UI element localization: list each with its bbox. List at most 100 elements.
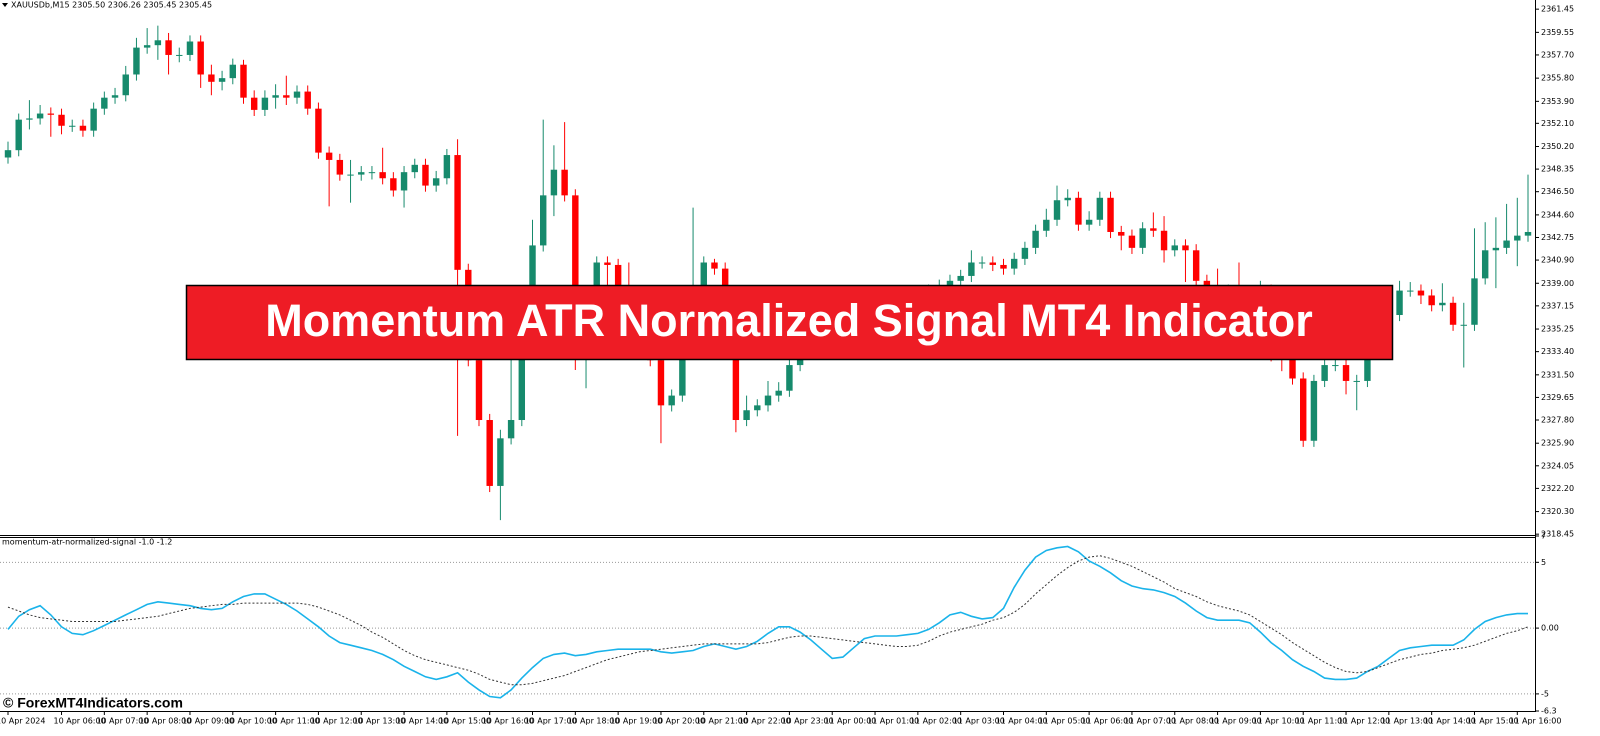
- candle-body: [26, 118, 33, 120]
- candle-body: [1396, 290, 1403, 316]
- candle-body: [1160, 230, 1168, 251]
- x-tick-label: 11 Apr 08:00: [1167, 717, 1219, 726]
- y-tick-label: 2318.45: [1541, 530, 1574, 539]
- x-tick-label: 11 Apr 06:00: [1081, 717, 1133, 726]
- candle-body: [1353, 380, 1360, 382]
- x-tick-label: 11 Apr 05:00: [1038, 717, 1090, 726]
- candle-body: [1364, 345, 1371, 381]
- x-tick-label: 10 Apr 14:00: [396, 717, 448, 726]
- candle-body: [400, 172, 408, 191]
- candle-body: [1085, 219, 1093, 225]
- candle-body: [540, 195, 547, 246]
- x-tick-label: 10 Apr 19:00: [610, 717, 662, 726]
- y-tick-label: 2339.00: [1541, 279, 1574, 288]
- candle-body: [143, 45, 151, 48]
- candle-body: [347, 174, 354, 176]
- candle-body: [978, 262, 986, 264]
- x-tick-label: 10 Apr 16:00: [482, 717, 534, 726]
- candle-body: [1492, 247, 1500, 251]
- candle-body: [1096, 197, 1104, 220]
- candle-body: [1182, 245, 1189, 251]
- candle-body: [1128, 235, 1136, 248]
- candle-body: [1460, 324, 1467, 326]
- candle-body: [1118, 231, 1125, 236]
- candle-body: [368, 172, 376, 174]
- candle-body: [1471, 278, 1478, 325]
- candle-body: [186, 41, 194, 55]
- candle-body: [754, 405, 761, 411]
- y-tick-label: 2329.65: [1541, 393, 1574, 402]
- candle-body: [968, 262, 975, 276]
- candle-body: [1428, 295, 1435, 306]
- candle-body: [1449, 302, 1457, 325]
- y-tick-label: 2346.50: [1541, 187, 1574, 196]
- candle-body: [379, 172, 386, 179]
- y-tick-label: 2340.90: [1541, 256, 1574, 265]
- y-tick-label: 2327.80: [1541, 416, 1574, 425]
- y-tick-label: 2361.45: [1541, 5, 1574, 14]
- candle-body: [218, 78, 226, 82]
- y-tick-label: -6.3: [1541, 707, 1557, 716]
- y-tick-label: 7: [1541, 532, 1546, 541]
- candle-body: [507, 420, 515, 439]
- y-tick-label: 2324.05: [1541, 461, 1574, 470]
- y-tick-label: 2331.50: [1541, 370, 1574, 379]
- candle-body: [1032, 230, 1039, 248]
- x-tick-label: 10 Apr 10:00: [225, 717, 277, 726]
- candle-body: [786, 365, 793, 391]
- candle-body: [711, 262, 718, 269]
- x-tick-label: 11 Apr 16:00: [1509, 717, 1561, 726]
- candle-body: [764, 395, 772, 406]
- candle-body: [165, 40, 172, 55]
- candle-body: [700, 262, 707, 291]
- candle-body: [69, 125, 76, 127]
- signal-line: [7, 555, 1529, 686]
- candle-body: [154, 40, 162, 46]
- candle-body: [250, 97, 258, 110]
- candle-body: [411, 164, 418, 173]
- candle-body: [1053, 200, 1061, 220]
- candle-body: [550, 169, 558, 196]
- candle-body: [679, 330, 686, 396]
- y-tick-label: 2353.90: [1541, 97, 1574, 106]
- banner-title: Momentum ATR Normalized Signal MT4 Indic…: [265, 295, 1313, 346]
- candle-body: [561, 169, 568, 196]
- candle-body: [604, 262, 611, 265]
- candle-body: [208, 74, 215, 82]
- candle-body: [1192, 250, 1200, 281]
- y-tick-label: 2342.75: [1541, 233, 1574, 242]
- candle-body: [497, 438, 504, 486]
- y-tick-label: 2322.20: [1541, 484, 1574, 493]
- x-tick-label: 10 Apr 15:00: [439, 717, 491, 726]
- candle-body: [614, 264, 622, 301]
- x-tick-label: 11 Apr 02:00: [910, 717, 962, 726]
- x-tick-label: 10 Apr 07:00: [96, 717, 148, 726]
- y-tick-label: 2320.30: [1541, 507, 1574, 516]
- candle-body: [15, 119, 22, 151]
- x-tick-label: 11 Apr 15:00: [1466, 717, 1518, 726]
- symbol-menu-icon: [2, 3, 8, 7]
- y-tick-label: 2359.55: [1541, 28, 1574, 37]
- candle-body: [58, 114, 65, 126]
- candle-body: [422, 164, 429, 186]
- candle-body: [1524, 231, 1532, 236]
- x-tick-label: 11 Apr 14:00: [1424, 717, 1476, 726]
- x-tick-label: 11 Apr 00:00: [824, 717, 876, 726]
- candle-body: [946, 280, 954, 286]
- x-tick-label: 11 Apr 07:00: [1124, 717, 1176, 726]
- candle-body: [1010, 258, 1018, 269]
- candle-body: [486, 420, 493, 486]
- candle-body: [101, 97, 108, 109]
- candle-body: [1064, 197, 1071, 201]
- candle-body: [1289, 345, 1296, 379]
- candle-body: [475, 360, 483, 421]
- candle-body: [1481, 250, 1489, 279]
- candle-body: [1342, 365, 1350, 381]
- candle-body: [1075, 197, 1082, 225]
- candle-body: [989, 262, 996, 265]
- x-tick-label: 11 Apr 13:00: [1381, 717, 1433, 726]
- candle-body: [1332, 365, 1339, 367]
- indicator-title: momentum-atr-normalized-signal -1.0 -1.2: [2, 538, 172, 547]
- banner: [185, 284, 1394, 361]
- candle-body: [261, 97, 269, 110]
